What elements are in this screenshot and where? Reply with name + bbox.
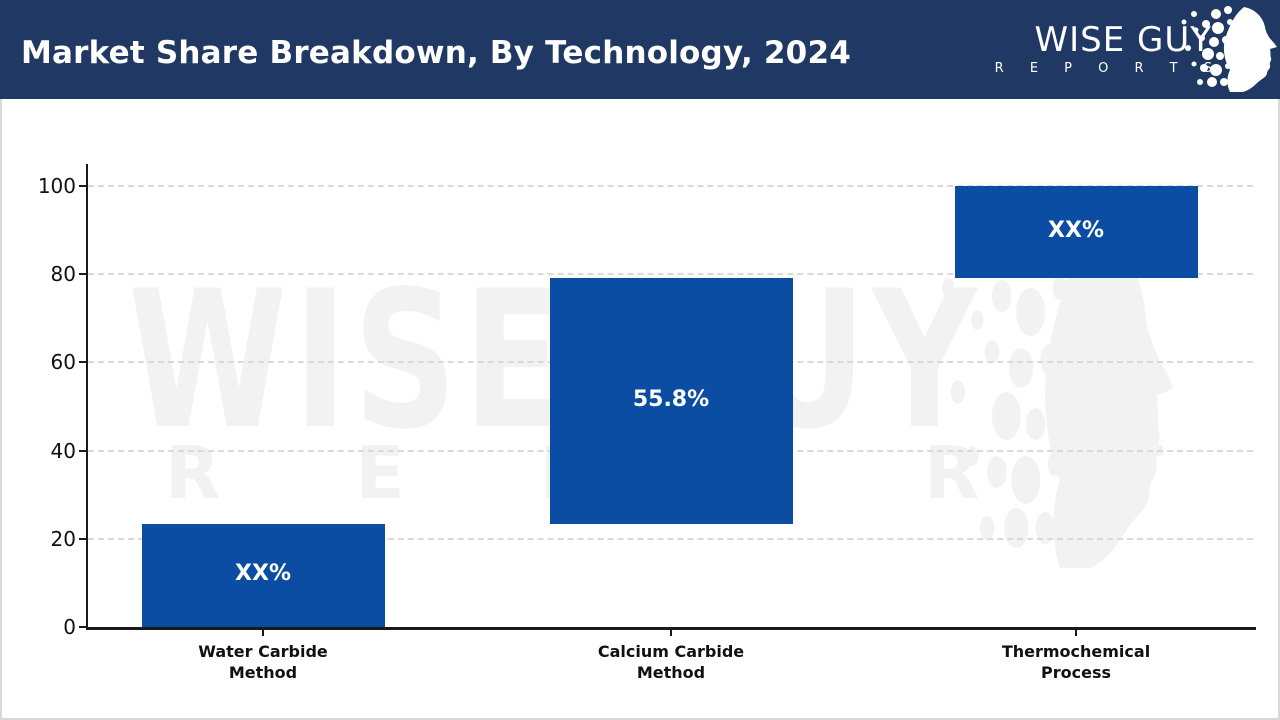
bar [141,523,385,627]
bar-value-label: 55.8% [632,386,710,412]
y-tick-mark [79,361,87,364]
x-category-label-line: Water Carbide [198,642,328,661]
x-axis-line [86,627,1256,630]
y-tick-label: 60 [50,350,76,375]
x-category-label-line: Calcium Carbide [597,642,745,661]
y-tick-mark [79,449,87,452]
bar [549,277,793,524]
x-tick-mark [1075,630,1077,636]
x-category-label-line: Method [228,663,298,682]
y-tick-mark [79,537,87,540]
gridline [88,185,1253,187]
page-title: Market Share Breakdown, By Technology, 2… [21,35,851,71]
page-border-left [0,99,2,720]
bar-value-label: XX% [235,561,291,587]
brand-wordmark: WISE GUY [1034,20,1212,60]
page-border-right [1278,99,1280,720]
y-axis-line [86,164,88,630]
page-border-bottom [0,718,1280,720]
y-tick-label: 100 [37,174,76,198]
brand-head-icon [1181,6,1277,92]
y-tick-label: 40 [50,438,76,463]
x-category-label: Thermochemical Process [926,641,1226,683]
x-tick-mark [262,630,264,636]
y-tick-label: 0 [63,615,76,639]
y-tick-label: 80 [50,262,76,287]
x-category-label: Water Carbide Method [113,641,413,683]
y-tick-label: 20 [50,526,76,551]
x-category-label: Calcium Carbide Method [521,641,821,683]
x-category-label-line: Thermochemical [1001,642,1151,661]
x-category-label-line: Method [636,663,706,682]
bar [954,186,1198,278]
gridline [88,273,1253,276]
x-category-label-line: Process [1041,663,1111,682]
bar-value-label: XX% [1048,217,1104,243]
header: Market Share Breakdown, By Technology, 2… [0,0,1280,99]
brand-logo: WISE GUY R E P O R T S [995,22,1212,76]
y-tick-mark [79,185,87,187]
x-tick-mark [670,630,672,636]
brand-reports-label: R E P O R T S [994,61,1223,76]
y-tick-mark [79,626,87,628]
y-tick-mark [79,273,87,276]
gridline [88,537,1253,540]
